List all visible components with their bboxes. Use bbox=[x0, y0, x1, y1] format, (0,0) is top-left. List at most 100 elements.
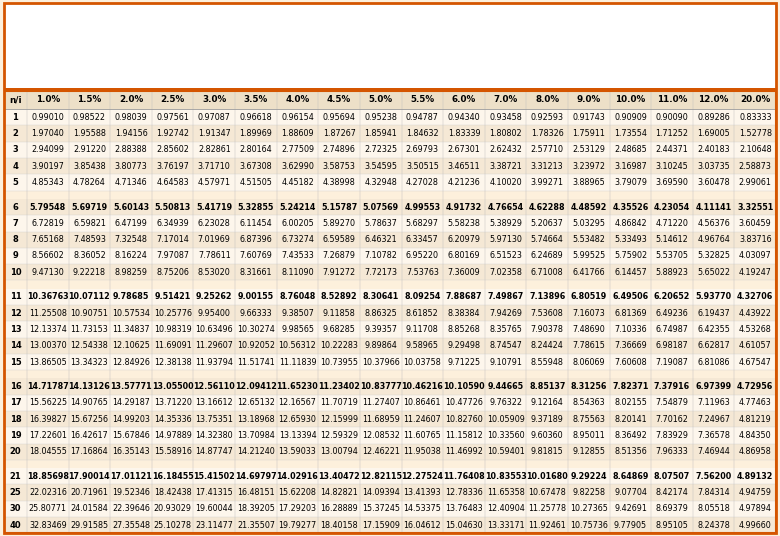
Text: 11.95038: 11.95038 bbox=[403, 447, 441, 456]
Text: PVA =: PVA = bbox=[5, 49, 44, 62]
Text: 0.91743: 0.91743 bbox=[573, 113, 605, 122]
Text: 2.99061: 2.99061 bbox=[739, 178, 771, 187]
Text: 2.82861: 2.82861 bbox=[198, 145, 231, 154]
Text: 9.22218: 9.22218 bbox=[73, 268, 106, 277]
Text: 0.93458: 0.93458 bbox=[489, 113, 522, 122]
Text: 0.97087: 0.97087 bbox=[198, 113, 231, 122]
Text: 22.02316: 22.02316 bbox=[29, 488, 67, 497]
Text: 3.90197: 3.90197 bbox=[31, 162, 64, 171]
Text: 11.76408: 11.76408 bbox=[443, 472, 485, 481]
Text: 4.57971: 4.57971 bbox=[198, 178, 231, 187]
Text: 5.32855: 5.32855 bbox=[238, 203, 274, 212]
Text: 3: 3 bbox=[12, 145, 19, 154]
Text: 2.0%: 2.0% bbox=[119, 95, 144, 105]
Text: 1.52778: 1.52778 bbox=[739, 129, 771, 138]
Text: 25.10278: 25.10278 bbox=[154, 520, 192, 530]
Text: 1.83339: 1.83339 bbox=[448, 129, 480, 138]
Text: 6.59821: 6.59821 bbox=[73, 219, 106, 228]
Text: 6.49236: 6.49236 bbox=[656, 309, 689, 318]
Text: 7.46944: 7.46944 bbox=[697, 447, 730, 456]
Text: 3.69590: 3.69590 bbox=[656, 178, 689, 187]
Text: 6.0%: 6.0% bbox=[452, 95, 476, 105]
Text: 4.97894: 4.97894 bbox=[739, 504, 771, 513]
Text: 0.83333: 0.83333 bbox=[739, 113, 771, 122]
Text: 7.54879: 7.54879 bbox=[655, 398, 689, 407]
Text: TABLE 4: TABLE 4 bbox=[8, 10, 61, 23]
Text: 7.36009: 7.36009 bbox=[448, 268, 480, 277]
Text: 8.07507: 8.07507 bbox=[654, 472, 690, 481]
Text: 8.95105: 8.95105 bbox=[656, 520, 689, 530]
Text: 15.41502: 15.41502 bbox=[193, 472, 235, 481]
Text: 20: 20 bbox=[9, 447, 21, 456]
Text: 9.68285: 9.68285 bbox=[323, 325, 356, 334]
Text: 9.12855: 9.12855 bbox=[573, 447, 605, 456]
Text: 11.60765: 11.60765 bbox=[403, 431, 441, 440]
Text: 2.62432: 2.62432 bbox=[489, 145, 522, 154]
Bar bbox=[4, 158, 776, 174]
Text: 12.16567: 12.16567 bbox=[278, 398, 317, 407]
Text: 10.01680: 10.01680 bbox=[526, 472, 568, 481]
Text: 11.93794: 11.93794 bbox=[195, 358, 233, 367]
Text: 4.99660: 4.99660 bbox=[739, 520, 771, 530]
Text: 6.42355: 6.42355 bbox=[697, 325, 730, 334]
Text: 8.95011: 8.95011 bbox=[573, 431, 605, 440]
Text: 8.85137: 8.85137 bbox=[529, 382, 566, 391]
Text: 13.76483: 13.76483 bbox=[445, 504, 483, 513]
Text: 18.85698: 18.85698 bbox=[27, 472, 69, 481]
Bar bbox=[4, 378, 776, 394]
Text: 1.94156: 1.94156 bbox=[115, 129, 147, 138]
Text: 7.13896: 7.13896 bbox=[529, 292, 566, 301]
Text: 11.0%: 11.0% bbox=[657, 95, 687, 105]
Text: 13.00794: 13.00794 bbox=[321, 447, 358, 456]
Text: 3.31213: 3.31213 bbox=[531, 162, 563, 171]
Text: 14.71787: 14.71787 bbox=[27, 382, 69, 391]
Text: 3.60459: 3.60459 bbox=[739, 219, 771, 228]
Bar bbox=[4, 338, 776, 354]
Text: 9.60360: 9.60360 bbox=[531, 431, 563, 440]
Text: 16.35143: 16.35143 bbox=[112, 447, 150, 456]
Text: 9.47130: 9.47130 bbox=[31, 268, 64, 277]
Text: 9.95400: 9.95400 bbox=[198, 309, 231, 318]
Text: 7.65168: 7.65168 bbox=[31, 235, 64, 244]
Text: 6.33457: 6.33457 bbox=[406, 235, 438, 244]
Text: 4.62288: 4.62288 bbox=[529, 203, 566, 212]
Text: 1.78326: 1.78326 bbox=[531, 129, 564, 138]
Text: 12.56110: 12.56110 bbox=[193, 382, 235, 391]
Text: 13.86505: 13.86505 bbox=[29, 358, 67, 367]
Text: 4.27028: 4.27028 bbox=[406, 178, 439, 187]
Text: 8.52892: 8.52892 bbox=[321, 292, 357, 301]
Text: 19.52346: 19.52346 bbox=[112, 488, 150, 497]
Text: 7.48593: 7.48593 bbox=[73, 235, 106, 244]
Text: 20.0%: 20.0% bbox=[740, 95, 771, 105]
Text: 10.83553: 10.83553 bbox=[484, 472, 526, 481]
Text: 14.13126: 14.13126 bbox=[69, 382, 110, 391]
Text: 12.10625: 12.10625 bbox=[112, 341, 150, 350]
Text: 6.71008: 6.71008 bbox=[531, 268, 563, 277]
Text: 8.85268: 8.85268 bbox=[448, 325, 480, 334]
Text: 5.97130: 5.97130 bbox=[489, 235, 522, 244]
Text: 13.57771: 13.57771 bbox=[110, 382, 152, 391]
Text: 6.47199: 6.47199 bbox=[115, 219, 147, 228]
Text: 16.39827: 16.39827 bbox=[29, 415, 67, 423]
Text: 8.24378: 8.24378 bbox=[697, 520, 730, 530]
Text: 6.62817: 6.62817 bbox=[697, 341, 730, 350]
Text: 4.0%: 4.0% bbox=[285, 95, 310, 105]
Text: 10.47726: 10.47726 bbox=[445, 398, 483, 407]
Bar bbox=[4, 444, 776, 460]
Text: 15: 15 bbox=[9, 358, 21, 367]
Text: 5.78637: 5.78637 bbox=[364, 219, 397, 228]
Text: 1.97040: 1.97040 bbox=[31, 129, 64, 138]
Text: 10: 10 bbox=[9, 268, 21, 277]
Text: 8.38384: 8.38384 bbox=[448, 309, 480, 318]
Text: 7.48690: 7.48690 bbox=[573, 325, 605, 334]
Text: 14.99203: 14.99203 bbox=[112, 415, 150, 423]
Text: 3.85438: 3.85438 bbox=[73, 162, 106, 171]
Text: 12.65132: 12.65132 bbox=[237, 398, 275, 407]
Text: 18.42438: 18.42438 bbox=[154, 488, 191, 497]
Text: 5.79548: 5.79548 bbox=[30, 203, 66, 212]
Text: 4.56376: 4.56376 bbox=[697, 219, 730, 228]
Text: 29.91585: 29.91585 bbox=[70, 520, 108, 530]
Text: 13.33171: 13.33171 bbox=[487, 520, 524, 530]
Text: 1.95588: 1.95588 bbox=[73, 129, 106, 138]
Text: n/i: n/i bbox=[9, 95, 22, 105]
